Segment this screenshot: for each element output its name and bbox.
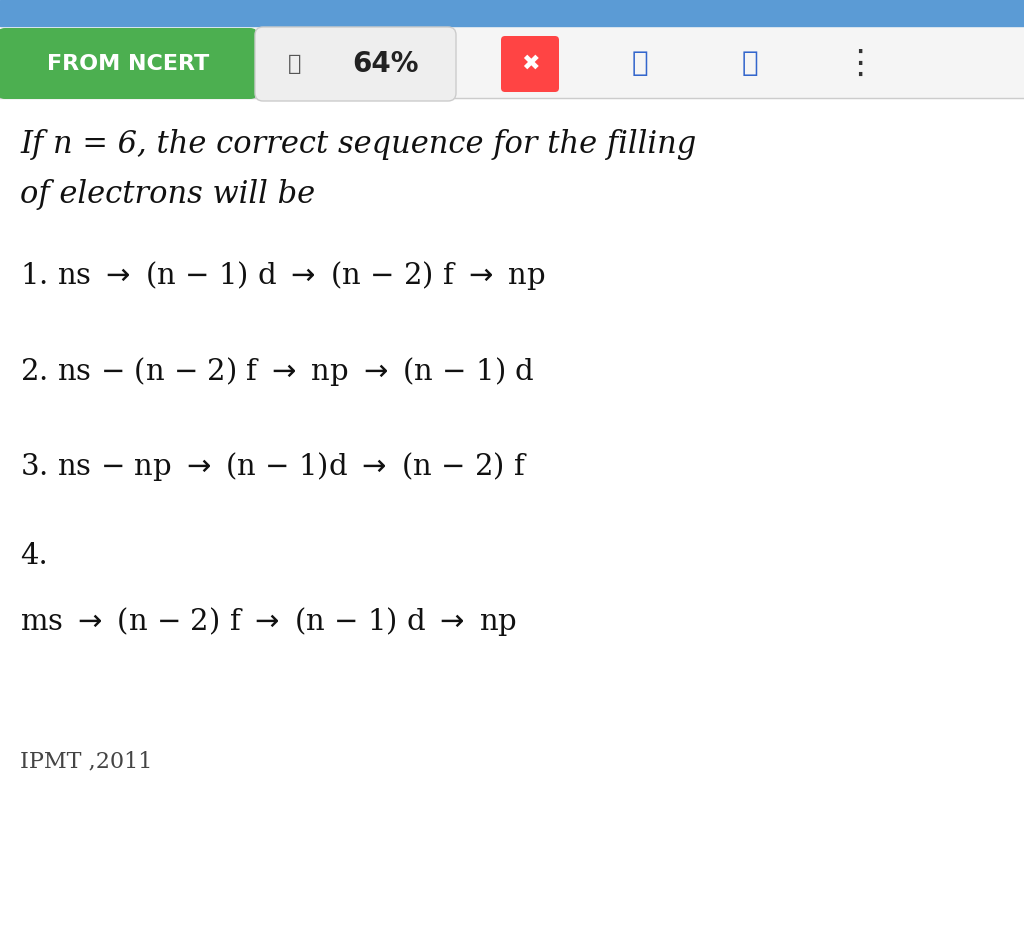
Text: IPMT ,2011: IPMT ,2011 — [20, 750, 153, 772]
Text: ✖: ✖ — [520, 54, 540, 73]
Bar — [0, 0, 1024, 26]
Text: ⋮: ⋮ — [844, 47, 877, 80]
Text: ms $\rightarrow$ (n $-$ 2) f $\rightarrow$ (n $-$ 1) d $\rightarrow$ np: ms $\rightarrow$ (n $-$ 2) f $\rightarro… — [20, 605, 517, 637]
Text: 🔖: 🔖 — [741, 49, 759, 78]
Text: 64%: 64% — [352, 49, 419, 78]
FancyBboxPatch shape — [0, 28, 258, 99]
Text: 👍: 👍 — [288, 54, 301, 73]
Text: 2. ns $-$ (n $-$ 2) f $\rightarrow$ np $\rightarrow$ (n $-$ 1) d: 2. ns $-$ (n $-$ 2) f $\rightarrow$ np $… — [20, 355, 535, 387]
Text: 3. ns $-$ np $\rightarrow$ (n $-$ 1)d $\rightarrow$ (n $-$ 2) f: 3. ns $-$ np $\rightarrow$ (n $-$ 1)d $\… — [20, 449, 528, 482]
Text: 📋: 📋 — [632, 49, 648, 78]
Text: FROM NCERT: FROM NCERT — [47, 54, 209, 73]
Text: of electrons will be: of electrons will be — [20, 179, 315, 209]
Text: If n = 6, the correct sequence for the filling: If n = 6, the correct sequence for the f… — [20, 129, 696, 159]
Text: 4.: 4. — [20, 542, 48, 570]
FancyBboxPatch shape — [255, 27, 456, 101]
FancyBboxPatch shape — [501, 36, 559, 92]
Bar — [0, 26, 1024, 98]
Text: 1. ns $\rightarrow$ (n $-$ 1) d $\rightarrow$ (n $-$ 2) f $\rightarrow$ np: 1. ns $\rightarrow$ (n $-$ 1) d $\righta… — [20, 259, 546, 293]
